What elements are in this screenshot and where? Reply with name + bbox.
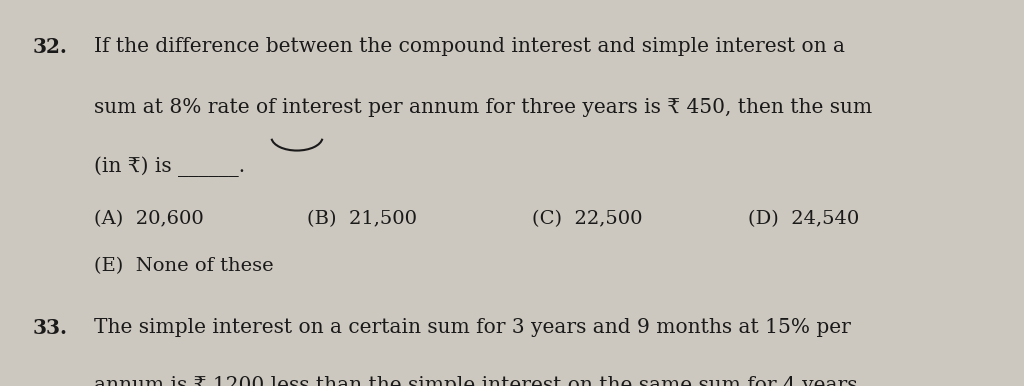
Text: 33.: 33. [33,318,68,339]
Text: (A)  20,600: (A) 20,600 [94,210,204,229]
Text: (D)  24,540: (D) 24,540 [748,210,859,229]
Text: 32.: 32. [33,37,68,57]
Text: annum is ₹ 1200 less than the simple interest on the same sum for 4 years: annum is ₹ 1200 less than the simple int… [94,376,858,386]
Text: sum at 8% rate of interest per annum for three years is ₹ 450, then the sum: sum at 8% rate of interest per annum for… [94,98,872,117]
Text: (B)  21,500: (B) 21,500 [307,210,417,229]
Text: The simple interest on a certain sum for 3 years and 9 months at 15% per: The simple interest on a certain sum for… [94,318,851,337]
Text: (in ₹) is ______.: (in ₹) is ______. [94,156,246,177]
Text: If the difference between the compound interest and simple interest on a: If the difference between the compound i… [94,37,845,56]
Text: (E)  None of these: (E) None of these [94,257,273,275]
Text: (C)  22,500: (C) 22,500 [532,210,643,229]
